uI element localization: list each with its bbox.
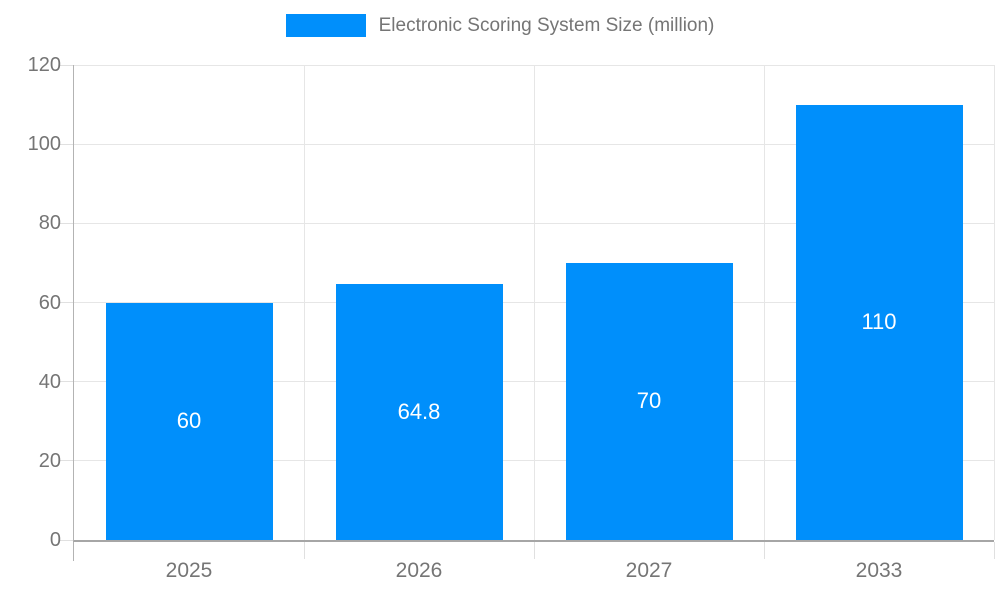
y-tick-mark (60, 222, 73, 224)
y-axis-tick-label: 120 (27, 54, 61, 76)
x-tick-mark (303, 542, 305, 559)
x-axis-label: 2033 (855, 559, 903, 582)
bar[interactable] (795, 104, 963, 540)
bar[interactable] (105, 302, 273, 540)
y-tick-mark (60, 302, 73, 303)
x-gridline (763, 65, 765, 540)
y-axis-tick-label: 60 (38, 291, 61, 314)
x-gridline (533, 65, 535, 540)
x-gridline (303, 65, 305, 540)
x-axis-label: 2025 (165, 559, 213, 582)
bar[interactable] (565, 262, 733, 540)
y-tick-mark (60, 143, 73, 145)
y-tick-mark (60, 460, 73, 462)
x-gridline (993, 65, 995, 540)
y-axis-tick-mark (73, 542, 74, 561)
x-tick-mark (533, 542, 535, 559)
bar-value-label: 60 (176, 408, 202, 434)
y-tick-mark (60, 539, 73, 541)
y-axis-tick-label: 40 (38, 370, 61, 393)
bar-value-label: 64.8 (397, 398, 441, 424)
legend: Electronic Scoring System Size (million) (0, 14, 1000, 37)
bar[interactable] (335, 283, 503, 540)
bar-value-label: 110 (861, 309, 897, 335)
y-tick-mark (60, 381, 73, 383)
x-axis-label: 2027 (625, 559, 673, 582)
y-axis-tick-label: 0 (49, 529, 61, 551)
x-tick-mark (993, 542, 995, 559)
y-axis-tick-label: 80 (38, 212, 61, 235)
x-tick-mark (763, 542, 765, 559)
legend-label: Electronic Scoring System Size (million) (378, 14, 715, 36)
y-axis-tick-label: 100 (27, 133, 61, 156)
y-tick-mark (60, 64, 73, 66)
legend-item[interactable]: Electronic Scoring System Size (million) (285, 14, 715, 37)
x-axis-label: 2026 (395, 559, 443, 582)
bar-value-label: 70 (636, 388, 662, 414)
plot-area: 0 20 40 60 80 100 120 60 2025 64.8 2026 70 2027 110 20… (28, 55, 995, 582)
legend-swatch-icon (285, 14, 366, 37)
y-axis-tick-label: 20 (38, 449, 61, 472)
